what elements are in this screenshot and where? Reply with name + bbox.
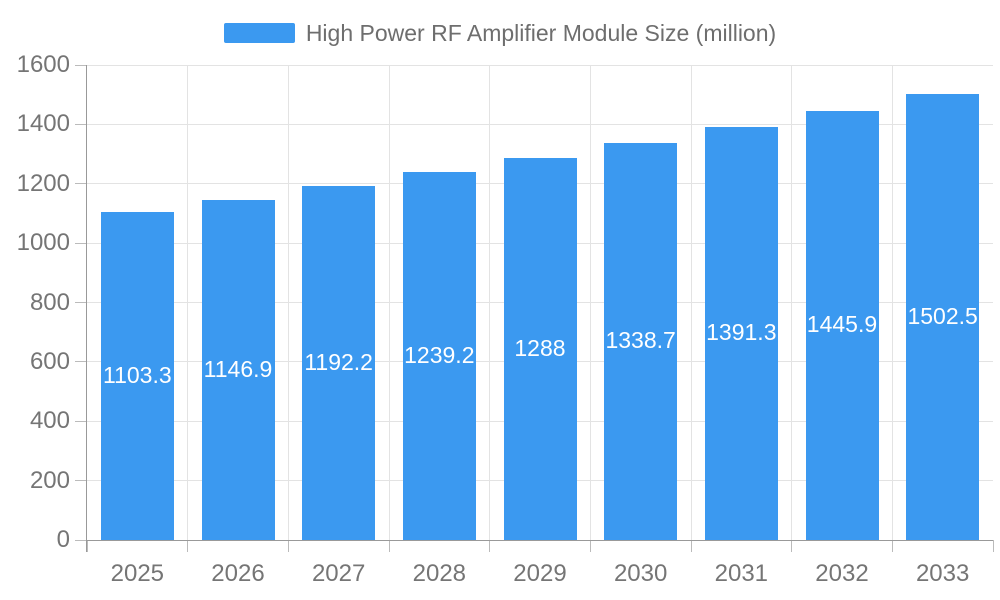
h-gridline (87, 123, 993, 125)
v-gridline (388, 65, 390, 540)
bar[interactable] (201, 199, 275, 540)
y-axis-tick (75, 302, 87, 303)
x-tick-label: 2027 (311, 560, 366, 587)
x-tick-label: 2025 (110, 560, 165, 587)
x-axis-line (87, 540, 993, 541)
y-tick-label: 1600 (16, 51, 70, 78)
y-tick-label: 600 (29, 347, 70, 375)
bar[interactable] (805, 110, 879, 540)
y-axis-tick (75, 539, 87, 541)
y-tick-label: 200 (29, 466, 70, 494)
x-tick-label: 2030 (613, 560, 668, 587)
bar[interactable] (604, 142, 678, 540)
y-axis-tick (75, 242, 87, 244)
x-tick-label: 2031 (714, 560, 769, 587)
y-tick-label: 1200 (16, 169, 70, 197)
y-axis-tick (75, 361, 87, 363)
v-gridline (187, 65, 189, 540)
bar[interactable] (906, 93, 980, 540)
y-axis-tick (75, 123, 87, 125)
bar[interactable] (100, 212, 174, 540)
x-axis-tick (589, 540, 591, 552)
x-axis-tick (992, 540, 994, 552)
x-tick-label: 2032 (815, 560, 869, 587)
legend-item[interactable]: High Power RF Amplifier Module Size (mil… (0, 16, 1000, 50)
v-gridline (791, 65, 793, 540)
x-tick-label: 2028 (412, 560, 467, 587)
y-axis-tick (75, 183, 87, 185)
x-axis-tick (388, 540, 390, 552)
x-axis-tick (891, 540, 893, 552)
x-tick-label: 2029 (513, 560, 567, 587)
bar[interactable] (302, 186, 376, 540)
y-axis-line (86, 65, 87, 552)
x-axis-tick (86, 540, 88, 552)
x-axis-tick (791, 540, 793, 552)
y-tick-label: 400 (29, 407, 70, 435)
v-gridline (690, 65, 692, 540)
bar[interactable] (704, 126, 778, 540)
legend-swatch (223, 23, 295, 43)
y-axis-tick (75, 480, 87, 482)
bar[interactable] (402, 172, 476, 540)
v-gridline (287, 65, 289, 540)
v-gridline (891, 65, 893, 540)
y-tick-label: 1000 (16, 229, 70, 257)
h-gridline (87, 64, 993, 66)
x-tick-label: 2026 (211, 560, 265, 587)
x-axis-tick (287, 540, 289, 552)
v-gridline (489, 65, 491, 540)
x-axis-tick (187, 540, 189, 552)
v-gridline (589, 65, 591, 540)
y-tick-label: 1400 (16, 110, 70, 138)
legend-label: High Power RF Amplifier Module Size (mil… (305, 19, 777, 46)
y-axis-tick (75, 420, 87, 422)
x-tick-label: 2033 (915, 560, 970, 587)
y-tick-label: 0 (56, 526, 70, 553)
y-tick-label: 800 (29, 288, 70, 316)
x-axis-tick (489, 540, 491, 552)
bar[interactable] (503, 157, 577, 540)
y-axis-tick (75, 64, 87, 66)
x-axis-tick (690, 540, 692, 552)
